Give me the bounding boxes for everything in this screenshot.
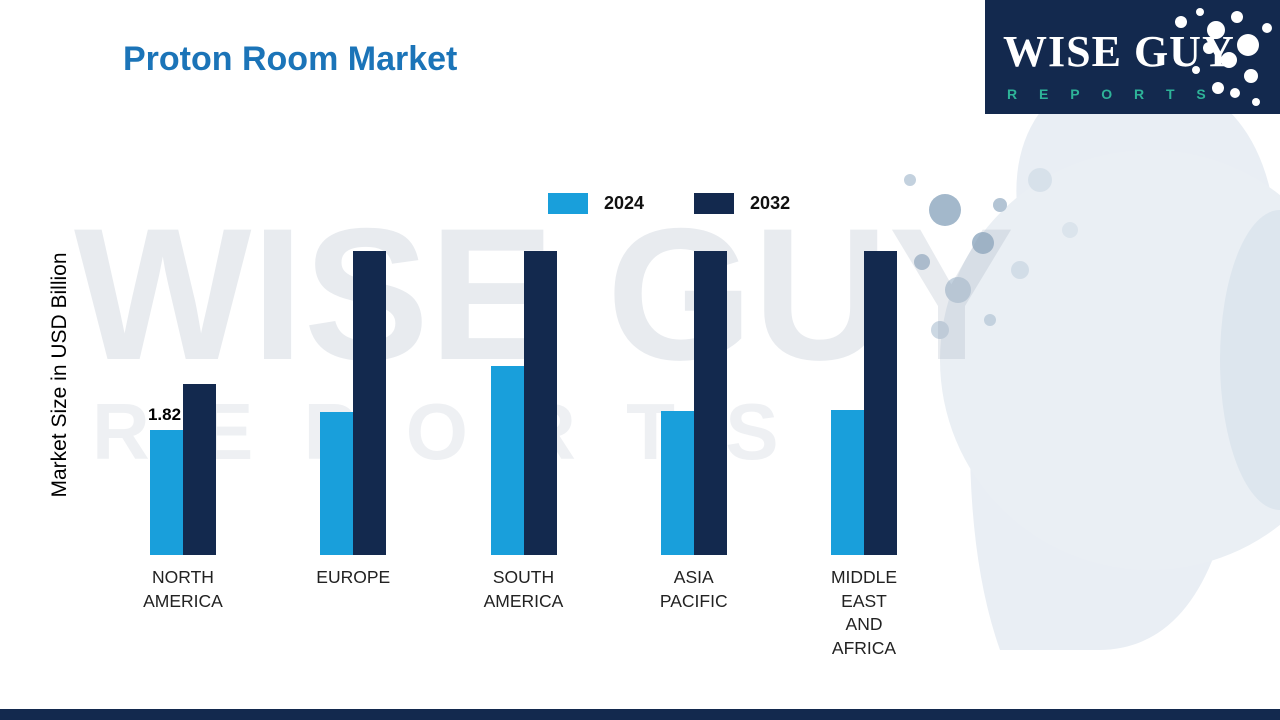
logo: WISE GUY R E P O R T S (985, 0, 1280, 114)
legend-item-2024: 2024 (548, 193, 644, 214)
bar-group (824, 245, 904, 555)
bar-2024 (150, 430, 183, 555)
bar-2024 (490, 366, 524, 555)
bar-2032 (864, 251, 897, 555)
bar-2024 (660, 411, 694, 555)
bar-2024 (831, 410, 864, 555)
bar-value-label: 1.82 (147, 405, 182, 424)
logo-wordmark: WISE GUY (1003, 27, 1235, 76)
bar-2024 (320, 412, 354, 555)
chart-legend: 2024 2032 (548, 193, 790, 214)
bar-group (654, 245, 734, 555)
bar-2032 (523, 251, 557, 555)
category-label: SOUTH AMERICA (483, 567, 564, 611)
bar-group (313, 245, 393, 555)
bar-2032 (693, 251, 727, 555)
legend-swatch-2024 (548, 193, 588, 214)
category-label: EUROPE (316, 567, 391, 587)
y-axis-label: Market Size in USD Billion (48, 252, 71, 498)
legend-item-2032: 2032 (694, 193, 790, 214)
bar-2032 (353, 251, 387, 555)
legend-label-2024: 2024 (604, 193, 645, 213)
legend-swatch-2032 (694, 193, 735, 214)
category-axis: NORTH AMERICA EUROPE SOUTH AMERICA ASIA PACIFI… (143, 566, 904, 661)
logo-subtitle: R E P O R T S (1007, 86, 1215, 102)
bar-group (484, 245, 564, 555)
bar-chart: 1.82 (143, 245, 904, 555)
category-label: MIDDLE EAST AND AFRICA (830, 567, 898, 658)
legend-label-2032: 2032 (750, 193, 791, 213)
head-silhouette-graphic (904, 69, 1280, 650)
bar-2032 (183, 384, 216, 555)
category-label: NORTH AMERICA (143, 567, 223, 611)
category-label: ASIA PACIFIC (659, 567, 728, 611)
bar-group: 1.82 (143, 245, 223, 555)
logo-head-dots-icon (1175, 8, 1272, 106)
page-title: Proton Room Market (123, 40, 458, 78)
bottom-accent-bar (0, 709, 1280, 720)
